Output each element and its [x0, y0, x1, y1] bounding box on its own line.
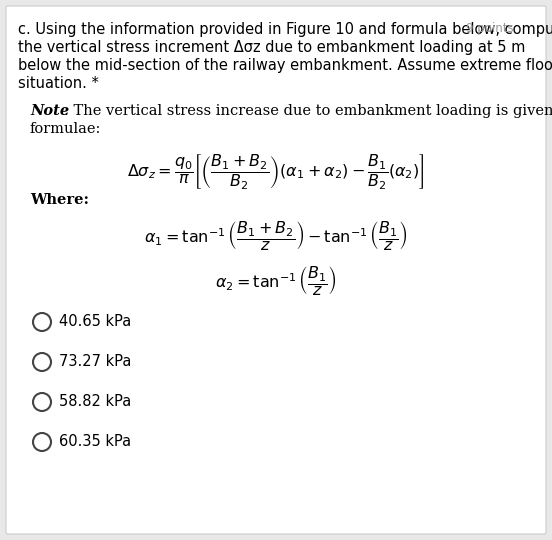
Text: c. Using the information provided in Figure 10 and formula below, compute: c. Using the information provided in Fig…: [18, 22, 552, 37]
Text: formulae:: formulae:: [30, 122, 102, 136]
Text: 9 points: 9 points: [466, 22, 513, 35]
FancyBboxPatch shape: [6, 6, 546, 534]
Text: below the mid-section of the railway embankment. Assume extreme flood: below the mid-section of the railway emb…: [18, 58, 552, 73]
Text: the vertical stress increment Δσz due to embankment loading at 5 m: the vertical stress increment Δσz due to…: [18, 40, 526, 55]
Text: Note: Note: [30, 104, 69, 118]
Text: $\Delta\sigma_z = \dfrac{q_0}{\pi}\left[\left(\dfrac{B_1 + B_2}{B_2}\right)(\alp: $\Delta\sigma_z = \dfrac{q_0}{\pi}\left[…: [127, 152, 425, 191]
Text: 73.27 kPa: 73.27 kPa: [59, 354, 131, 369]
Text: situation. *: situation. *: [18, 76, 99, 91]
Text: Where:: Where:: [30, 193, 89, 207]
Text: $\alpha_1= \tan^{-1}\left(\dfrac{B_1 + B_2}{z}\right) - \tan^{-1}\left(\dfrac{B_: $\alpha_1= \tan^{-1}\left(\dfrac{B_1 + B…: [144, 220, 408, 253]
Text: $\alpha_2= \tan^{-1}\left(\dfrac{B_1}{z}\right)$: $\alpha_2= \tan^{-1}\left(\dfrac{B_1}{z}…: [215, 265, 337, 298]
Text: 58.82 kPa: 58.82 kPa: [59, 395, 131, 409]
Text: : The vertical stress increase due to embankment loading is given by the followi: : The vertical stress increase due to em…: [64, 104, 552, 118]
Text: 60.35 kPa: 60.35 kPa: [59, 435, 131, 449]
Text: 40.65 kPa: 40.65 kPa: [59, 314, 131, 329]
